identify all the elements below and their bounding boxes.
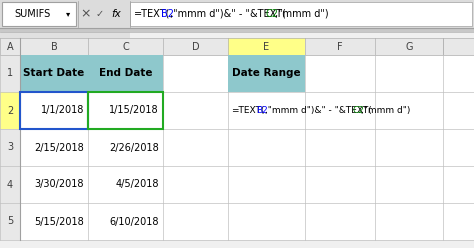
Bar xyxy=(88,55,163,92)
Text: B2: B2 xyxy=(256,106,268,115)
Bar xyxy=(228,55,305,92)
Text: C: C xyxy=(122,41,129,52)
Text: F: F xyxy=(337,41,343,52)
Bar xyxy=(20,92,88,129)
Text: 1: 1 xyxy=(7,68,13,79)
Text: 5/15/2018: 5/15/2018 xyxy=(34,217,84,226)
Text: B: B xyxy=(51,41,57,52)
Bar xyxy=(0,38,474,55)
Text: 2/15/2018: 2/15/2018 xyxy=(34,143,84,153)
Bar xyxy=(2,2,76,26)
Text: Date Range: Date Range xyxy=(232,68,301,79)
Text: 4/5/2018: 4/5/2018 xyxy=(116,180,159,189)
Text: End Date: End Date xyxy=(99,68,152,79)
Bar xyxy=(20,55,88,92)
Text: 2: 2 xyxy=(7,105,13,116)
Text: B2: B2 xyxy=(161,9,174,19)
Text: ,"mmm d")&" - "&TEXT(: ,"mmm d")&" - "&TEXT( xyxy=(264,106,371,115)
Text: Start Date: Start Date xyxy=(23,68,85,79)
Text: ,"mmm d"): ,"mmm d") xyxy=(361,106,410,115)
Bar xyxy=(0,32,130,40)
Bar xyxy=(88,92,163,129)
Text: C2: C2 xyxy=(353,106,365,115)
Text: A: A xyxy=(7,41,13,52)
Text: G: G xyxy=(405,41,413,52)
Text: E: E xyxy=(264,41,270,52)
Text: ×: × xyxy=(81,7,91,21)
Bar xyxy=(228,38,305,55)
Bar xyxy=(0,0,474,28)
Bar xyxy=(0,92,20,129)
Text: D: D xyxy=(191,41,199,52)
Text: 1/1/2018: 1/1/2018 xyxy=(41,105,84,116)
Text: 4: 4 xyxy=(7,180,13,189)
Text: 6/10/2018: 6/10/2018 xyxy=(109,217,159,226)
Text: 2/26/2018: 2/26/2018 xyxy=(109,143,159,153)
Text: ,"mmm d")&" - "&TEXT(: ,"mmm d")&" - "&TEXT( xyxy=(170,9,286,19)
Text: 1/15/2018: 1/15/2018 xyxy=(109,105,159,116)
Text: 3/30/2018: 3/30/2018 xyxy=(35,180,84,189)
Text: =TEXT(: =TEXT( xyxy=(231,106,264,115)
Text: 3: 3 xyxy=(7,143,13,153)
Bar xyxy=(130,2,472,26)
Text: ▾: ▾ xyxy=(66,9,70,19)
Text: SUMIFS: SUMIFS xyxy=(15,9,51,19)
Text: fx: fx xyxy=(111,9,121,19)
Text: 5: 5 xyxy=(7,217,13,226)
Text: ,"mmm d"): ,"mmm d") xyxy=(275,9,328,19)
Bar xyxy=(0,55,474,240)
Text: ✓: ✓ xyxy=(96,9,104,19)
Bar xyxy=(0,28,474,32)
Text: C2: C2 xyxy=(266,9,279,19)
Text: =TEXT(: =TEXT( xyxy=(134,9,170,19)
Bar xyxy=(0,55,20,240)
